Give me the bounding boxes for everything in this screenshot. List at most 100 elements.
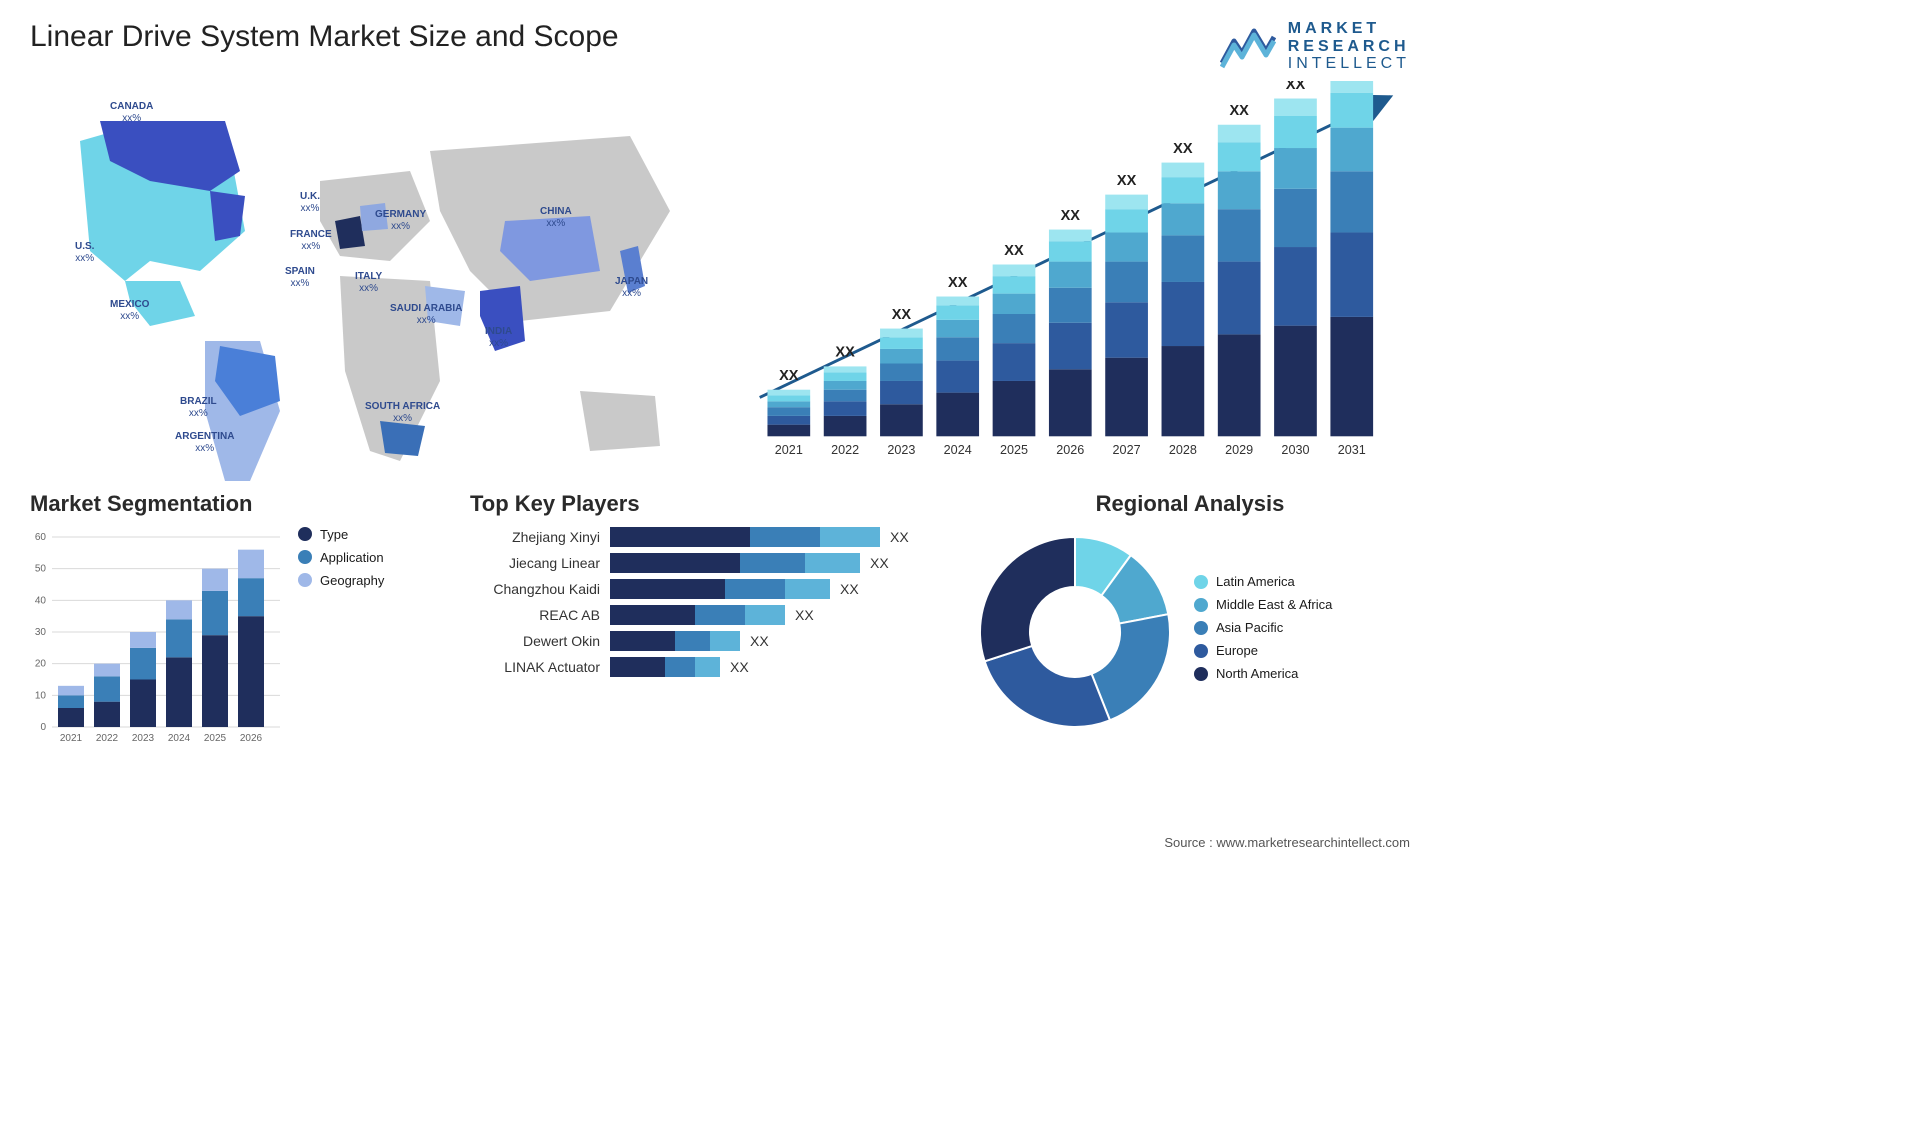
forecast-bar-seg (1218, 209, 1261, 261)
forecast-bar-seg (1218, 171, 1261, 209)
map-label-u-k-: U.K.xx% (300, 191, 320, 215)
forecast-bar-seg (1274, 98, 1317, 115)
forecast-bar-seg (1105, 261, 1148, 302)
seg-bar-seg (58, 686, 84, 696)
keyplayer-bar-seg (740, 553, 805, 573)
forecast-bar-seg (880, 404, 923, 436)
forecast-bar-seg (1049, 229, 1092, 241)
forecast-bar-seg (824, 401, 867, 416)
regional-legend-item: Latin America (1194, 574, 1332, 589)
seg-bar-seg (238, 616, 264, 727)
map-label-india: INDIAxx% (485, 326, 512, 350)
segmentation-title: Market Segmentation (30, 491, 460, 517)
seg-bar-seg (238, 578, 264, 616)
keyplayers-chart: Zhejiang XinyiXXJiecang LinearXXChangzho… (470, 527, 960, 677)
regional-legend-item: North America (1194, 666, 1332, 681)
map-label-germany: GERMANYxx% (375, 209, 426, 233)
svg-text:2026: 2026 (240, 733, 263, 744)
forecast-bar-seg (1218, 334, 1261, 436)
forecast-bar-seg (1218, 142, 1261, 171)
forecast-year: 2022 (831, 443, 859, 457)
keyplayer-bar-seg (610, 657, 665, 677)
svg-text:30: 30 (35, 627, 47, 638)
forecast-bar-seg (824, 416, 867, 436)
forecast-bar-label: XX (948, 275, 968, 291)
forecast-year: 2021 (775, 443, 803, 457)
brand-icon (1220, 23, 1276, 69)
keyplayer-row: LINAK Actuator XX (470, 657, 960, 677)
keyplayer-value: XX (795, 607, 814, 623)
svg-text:2021: 2021 (60, 733, 83, 744)
keyplayer-value: XX (870, 555, 889, 571)
forecast-bar-seg (1105, 194, 1148, 209)
seg-bar-seg (58, 708, 84, 727)
forecast-bar-label: XX (1117, 173, 1137, 189)
forecast-bar-seg (1274, 116, 1317, 148)
forecast-bar-seg (993, 381, 1036, 436)
map-region-australia (580, 391, 660, 451)
keyplayer-name: Changzhou Kaidi (470, 581, 610, 597)
keyplayer-bar-seg (695, 605, 745, 625)
forecast-bar-seg (824, 381, 867, 390)
keyplayer-bar (610, 657, 720, 677)
forecast-year: 2030 (1281, 443, 1309, 457)
forecast-year: 2029 (1225, 443, 1253, 457)
forecast-bar-label: XX (1061, 208, 1081, 224)
forecast-bar-label: XX (1286, 81, 1306, 93)
keyplayers-title: Top Key Players (470, 491, 960, 517)
forecast-bar-seg (1162, 162, 1205, 177)
source-label: Source : www.marketresearchintellect.com (1164, 835, 1410, 850)
keyplayer-value: XX (730, 659, 749, 675)
forecast-bar-seg (1330, 81, 1373, 93)
forecast-bar-seg (1330, 92, 1373, 127)
keyplayer-name: REAC AB (470, 607, 610, 623)
seg-legend-item: Type (298, 527, 384, 542)
keyplayer-name: LINAK Actuator (470, 659, 610, 675)
forecast-year: 2031 (1338, 443, 1366, 457)
keyplayer-bar (610, 553, 860, 573)
keyplayer-row: REAC AB XX (470, 605, 960, 625)
keyplayer-bar (610, 579, 830, 599)
forecast-bar-seg (1049, 261, 1092, 287)
keyplayer-bar-seg (695, 657, 720, 677)
map-label-mexico: MEXICOxx% (110, 299, 149, 323)
keyplayer-value: XX (840, 581, 859, 597)
keyplayer-bar-seg (665, 657, 695, 677)
seg-legend-item: Application (298, 550, 384, 565)
forecast-bar-seg (1049, 323, 1092, 370)
forecast-year: 2025 (1000, 443, 1028, 457)
forecast-bar-seg (1049, 288, 1092, 323)
map-region-south-africa (380, 421, 425, 456)
map-region-us-east (210, 191, 245, 241)
regional-legend-item: Asia Pacific (1194, 620, 1332, 635)
segmentation-legend: TypeApplicationGeography (298, 527, 384, 747)
keyplayer-bar-seg (610, 631, 675, 651)
seg-bar-seg (166, 619, 192, 657)
keyplayer-bar-seg (805, 553, 860, 573)
svg-text:2023: 2023 (132, 733, 155, 744)
forecast-chart: XX2021XX2022XX2023XX2024XX2025XX2026XX20… (750, 81, 1410, 481)
forecast-year: 2023 (887, 443, 915, 457)
forecast-bar-seg (1162, 177, 1205, 203)
forecast-bar-seg (993, 343, 1036, 381)
map-label-italy: ITALYxx% (355, 271, 382, 295)
keyplayer-name: Dewert Okin (470, 633, 610, 649)
segmentation-chart: 0102030405060202120222023202420252026 (30, 527, 280, 747)
forecast-year: 2027 (1113, 443, 1141, 457)
seg-bar-seg (94, 663, 120, 676)
brand-line2: RESEARCH (1288, 38, 1410, 56)
forecast-bar-seg (1274, 189, 1317, 247)
brand-line1: MARKET (1288, 20, 1410, 38)
forecast-bar-seg (1274, 148, 1317, 189)
map-label-brazil: BRAZILxx% (180, 396, 217, 420)
keyplayer-bar-seg (785, 579, 830, 599)
forecast-bar-seg (936, 305, 979, 320)
svg-text:2024: 2024 (168, 733, 191, 744)
keyplayer-value: XX (750, 633, 769, 649)
forecast-bar-label: XX (779, 368, 799, 384)
keyplayer-bar-seg (725, 579, 785, 599)
forecast-bar-seg (880, 349, 923, 364)
forecast-bar-seg (1162, 346, 1205, 436)
forecast-year: 2028 (1169, 443, 1197, 457)
forecast-bar-seg (1274, 325, 1317, 436)
